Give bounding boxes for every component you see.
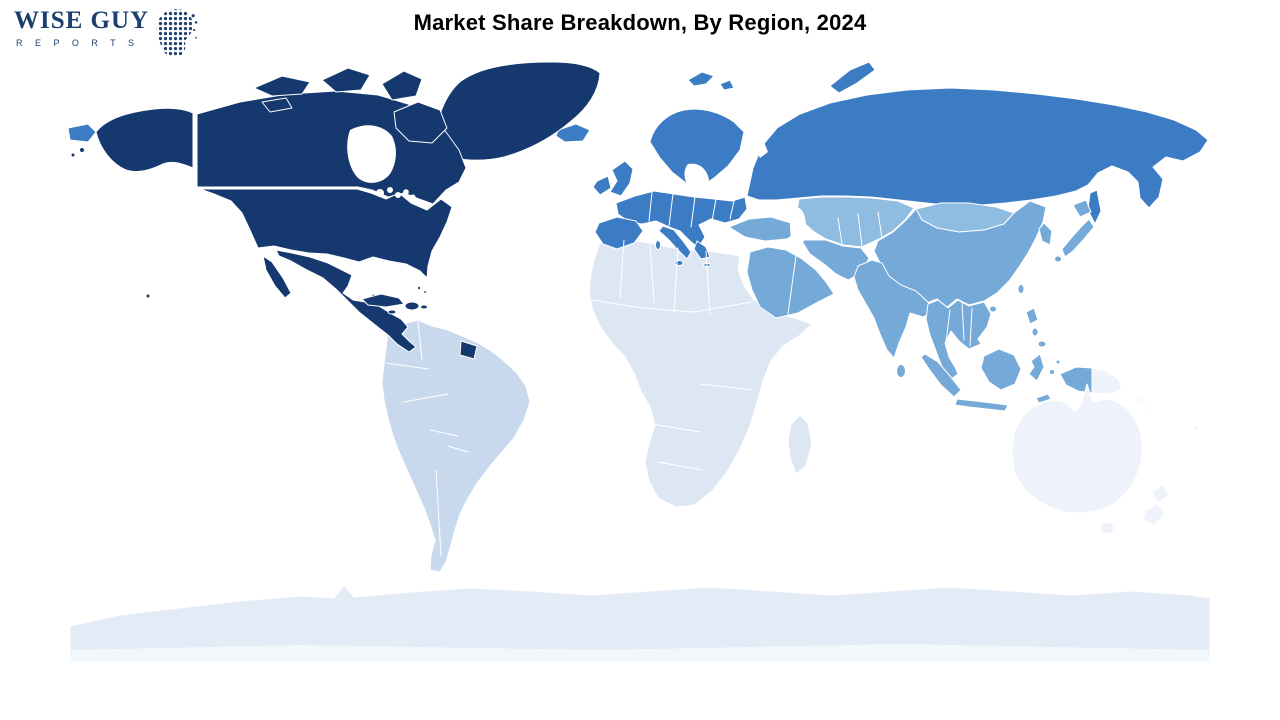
sri-lanka [896,364,906,378]
novaya-zemlya [829,61,876,94]
philippines-luzon [1025,307,1039,325]
sicily [674,260,684,266]
southeast-asia-mainland [925,299,992,380]
hawaii [145,293,151,299]
new-guinea-east [1091,367,1123,395]
baffin-island [393,101,448,144]
madagascar [787,414,813,475]
tasmania [1099,522,1115,534]
page-title: Market Share Breakdown, By Region, 2024 [413,10,867,35]
region-antarctica [69,584,1211,663]
japan-honshu [1061,218,1095,258]
arctic-island-b [321,67,371,93]
lake-huron [395,192,401,198]
region-central-asia [796,196,1015,248]
svalbard-east [719,79,735,91]
arctic-island-a [253,75,311,97]
lake-michigan [387,187,393,193]
logo-text: WISE GUY R E P O R T S [14,8,149,48]
french-guiana [459,340,478,360]
philippines-visayas [1031,327,1039,337]
iberia [594,216,644,250]
hudson-bay [347,125,396,183]
japan-hokkaido [1072,199,1092,218]
iceland [555,123,591,143]
usa [199,188,453,279]
russia [746,87,1209,209]
country-borders [385,191,973,557]
arctic-island-c [381,70,423,101]
logo-tagline: R E P O R T S [16,38,140,48]
arabian-peninsula [746,246,835,319]
jamaica [387,309,397,315]
kazakhstan-stans [796,196,915,248]
new-zealand-south [1142,503,1166,526]
fiji [1193,425,1199,431]
region-north-america [70,61,601,360]
sumatra [920,353,962,398]
mexico-central-america [275,249,417,353]
greenland [431,61,601,161]
sakhalin [1087,189,1102,225]
antarctica [69,584,1211,663]
puerto-rico [420,304,428,310]
united-kingdom [609,160,634,197]
arctic-island-e [261,97,293,113]
south-america-mainland [381,319,531,573]
korea [1038,222,1053,246]
bahamas-south [423,290,427,294]
india [853,259,939,359]
australia [1011,383,1143,514]
region-south-america [381,319,531,573]
borneo [980,348,1022,391]
logo: WISE GUY R E P O R T S [14,8,198,60]
region-africa [588,238,813,508]
lake-ontario [410,194,416,200]
logo-wordmark: WISE GUY [14,7,150,34]
logo-head-icon [156,9,198,57]
region-antarctica-ice [70,644,1210,662]
alaska [95,107,194,173]
cuba [361,293,405,308]
scandinavia [649,108,745,188]
hainan [989,305,997,313]
philippines-mindanao [1037,340,1047,348]
aleutian-island-west [70,152,76,158]
lake-superior [376,189,384,197]
java [954,398,1009,412]
sardinia [655,240,661,250]
taiwan [1017,284,1025,294]
moluccas-north [1055,359,1061,365]
region-europe-russia [67,61,1209,267]
sulawesi [1028,353,1045,382]
new-zealand-north [1151,484,1170,504]
timor [1035,393,1052,404]
africa-mainland [588,238,813,508]
region-oceania [1011,367,1199,534]
italy [658,225,692,260]
hispaniola [404,301,420,311]
vanuatu [1144,405,1150,411]
antarctica-ice-shelf [70,644,1210,662]
europe-mainland [615,190,748,249]
ireland [592,175,612,196]
svalbard [687,71,715,87]
bahamas [416,285,422,291]
white-sea [754,142,768,158]
lake-erie [403,189,409,195]
ocean-overlays [347,125,806,248]
aleutian-island [79,147,85,153]
solomon-islands [1135,397,1141,403]
caspian-sea [789,207,806,248]
japan-kyushu [1054,255,1062,263]
region-asia [728,199,1095,412]
baltic-sea [684,163,709,191]
chukotka-west-edge [67,123,97,143]
baja-california [262,255,292,299]
turkey [728,216,800,242]
moluccas [1049,369,1055,375]
